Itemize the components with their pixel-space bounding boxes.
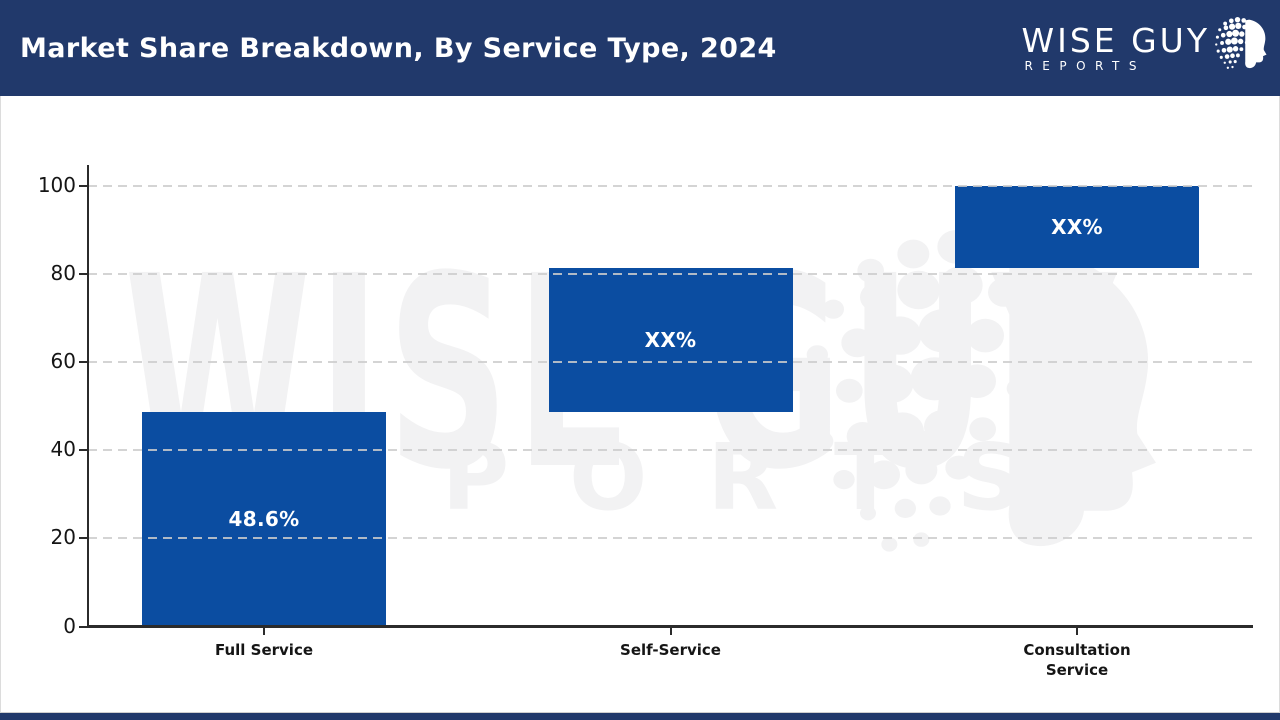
y-tick-label-0: 0 [63, 613, 76, 638]
x-category-label-consultation-service: Consultation Service [1023, 641, 1131, 680]
y-tick-80 [79, 272, 87, 275]
y-tick-40 [79, 449, 87, 452]
bar-self-service: XX% [548, 267, 793, 413]
logo-wordmark-line1: WISE GUY [1021, 21, 1210, 60]
grid-line-40 [88, 449, 1253, 452]
y-tick-60 [79, 360, 87, 363]
y-tick-20 [79, 537, 87, 540]
logo-wordmark-line2: REPORTS [1024, 59, 1146, 73]
y-tick-label-40: 40 [50, 437, 76, 462]
bar-full-service: 48.6% [142, 412, 386, 627]
x-tick-self-service [669, 628, 672, 635]
y-tick-100 [79, 184, 87, 187]
y-tick-label-80: 80 [50, 260, 76, 285]
grid-line-20 [88, 537, 1253, 540]
y-tick-0 [79, 625, 87, 628]
chart-title: Market Share Breakdown, By Service Type,… [20, 32, 777, 64]
logo-face-icon [1215, 16, 1267, 69]
x-axis-line [88, 625, 1253, 628]
grid-line-60 [88, 360, 1253, 363]
bar-consultation-service: XX% [955, 185, 1199, 268]
grid-line-100 [88, 184, 1253, 187]
x-tick-full-service [263, 628, 265, 635]
y-axis-line [87, 165, 89, 628]
y-tick-label-60: 60 [50, 348, 76, 373]
x-tick-consultation-service [1076, 628, 1078, 635]
grid-line-80 [88, 272, 1253, 275]
x-category-label-full-service: Full Service [214, 641, 314, 659]
bar-value-label-full-service: 48.6% [228, 507, 300, 532]
y-tick-label-20: 20 [50, 525, 76, 550]
bar-value-label-self-service: XX% [644, 327, 697, 352]
header-bar: Market Share Breakdown, By Service Type,… [0, 0, 1280, 96]
wise-guy-logo: WISE GUY REPORTS [1021, 15, 1270, 81]
footer-bar [0, 713, 1280, 720]
bar-value-label-consultation-service: XX% [1051, 214, 1103, 239]
y-tick-label-100: 100 [37, 172, 76, 197]
x-category-label-self-service: Self-Service [620, 641, 721, 659]
logo-wordmark: WISE GUY REPORTS [1021, 24, 1210, 72]
